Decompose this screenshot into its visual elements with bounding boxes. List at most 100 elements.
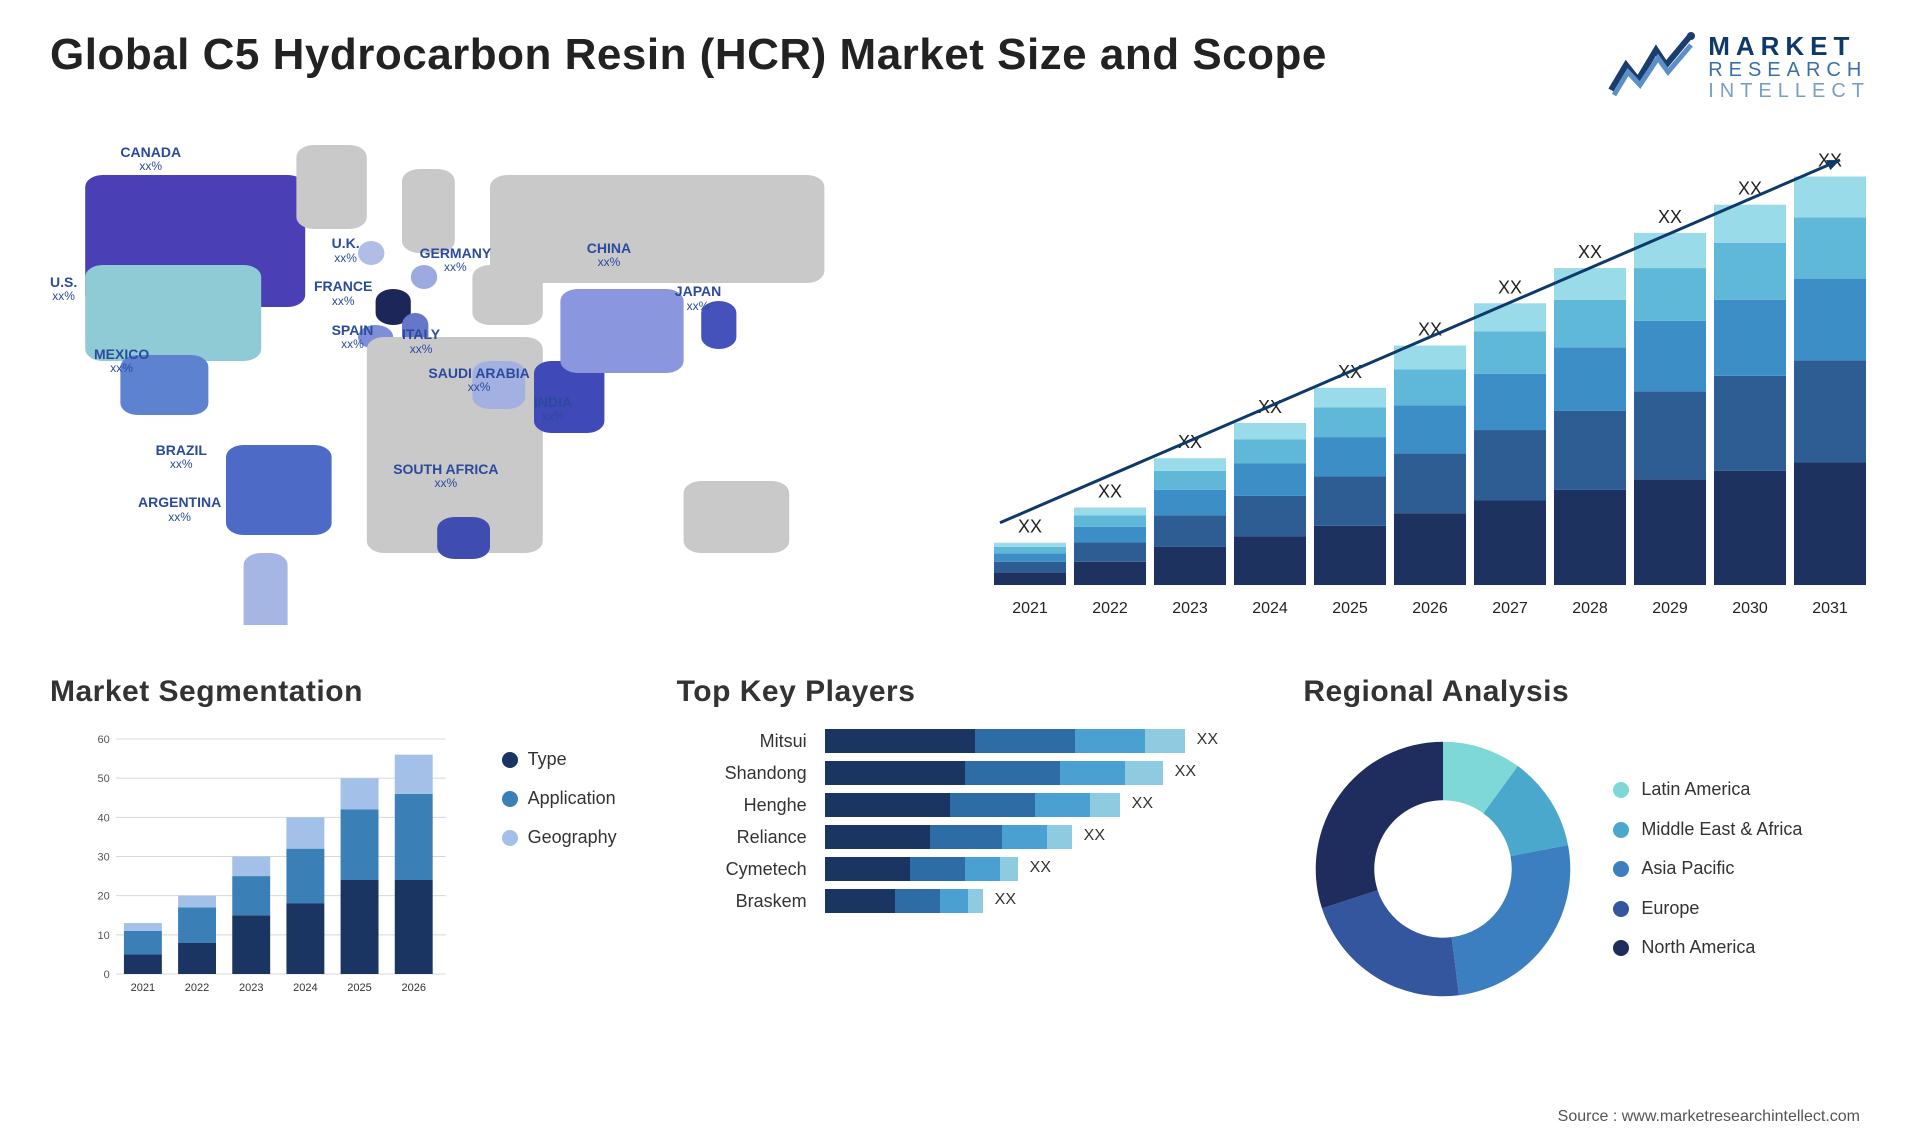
growth-bar-2028-seg-1 <box>1554 411 1626 490</box>
growth-bar-2030-seg-2 <box>1714 300 1786 376</box>
svg-text:XX: XX <box>1018 517 1042 537</box>
svg-text:2023: 2023 <box>1172 600 1208 617</box>
growth-bar-2026-seg-2 <box>1394 405 1466 453</box>
growth-bar-2030-seg-3 <box>1714 243 1786 300</box>
growth-bar-2024-seg-1 <box>1234 496 1306 536</box>
country-arg <box>244 553 288 625</box>
player-seg-2 <box>940 889 968 913</box>
map-label-spain: SPAINxx% <box>332 323 374 352</box>
map-label-india: INDIAxx% <box>534 395 572 424</box>
player-seg-2 <box>1002 825 1047 849</box>
brand-logo: MARKET RESEARCH INTELLECT <box>1606 30 1870 105</box>
country-uk <box>358 241 384 265</box>
growth-bar-2030-seg-0 <box>1714 471 1786 585</box>
player-seg-1 <box>950 793 1035 817</box>
svg-text:0: 0 <box>104 969 110 981</box>
svg-text:2022: 2022 <box>1092 600 1128 617</box>
country-russia <box>490 175 824 283</box>
donut-legend-europe: Europe <box>1613 898 1802 920</box>
growth-bar-2027-seg-3 <box>1474 331 1546 373</box>
svg-text:2031: 2031 <box>1812 600 1848 617</box>
player-seg-2 <box>1060 761 1125 785</box>
growth-bar-2025-seg-1 <box>1314 477 1386 526</box>
seg-bar-2026-type <box>395 880 433 974</box>
player-row-henghe: HengheXX <box>677 793 1244 817</box>
growth-bar-2025-seg-0 <box>1314 526 1386 585</box>
map-label-italy: ITALYxx% <box>402 327 440 356</box>
growth-bar-2029-seg-4 <box>1634 233 1706 268</box>
donut-slice-north-america <box>1316 742 1443 909</box>
growth-bar-2024-seg-4 <box>1234 423 1306 439</box>
logo-line-1: MARKET <box>1708 33 1870 60</box>
player-row-reliance: RelianceXX <box>677 825 1244 849</box>
growth-bar-2025-seg-2 <box>1314 437 1386 476</box>
country-brazil <box>226 445 332 535</box>
players-title: Top Key Players <box>677 675 1244 709</box>
growth-bar-2021-seg-1 <box>994 562 1066 573</box>
player-seg-0 <box>825 729 975 753</box>
growth-bar-2030-seg-1 <box>1714 376 1786 471</box>
growth-bar-2029-seg-1 <box>1634 391 1706 479</box>
player-value: XX <box>1175 763 1196 781</box>
svg-text:10: 10 <box>98 930 110 942</box>
growth-bar-2027-seg-4 <box>1474 303 1546 331</box>
player-bar: XX <box>825 793 1244 817</box>
player-name: Braskem <box>677 891 807 912</box>
donut-legend-middle-east-africa: Middle East & Africa <box>1613 819 1802 841</box>
seg-bar-2021-application <box>124 931 162 955</box>
regional-analysis: Regional Analysis Latin AmericaMiddle Ea… <box>1303 675 1870 1009</box>
country-southafrica <box>437 517 490 559</box>
seg-legend-application: Application <box>502 788 617 809</box>
growth-bar-2021-seg-4 <box>994 543 1066 547</box>
player-seg-3 <box>1125 761 1163 785</box>
logo-line-2: RESEARCH <box>1708 60 1870 81</box>
seg-bar-2025-application <box>341 810 379 881</box>
player-bar: XX <box>825 857 1244 881</box>
player-seg-0 <box>825 889 895 913</box>
svg-text:20: 20 <box>98 891 110 903</box>
player-seg-1 <box>965 761 1060 785</box>
svg-text:2021: 2021 <box>1012 600 1048 617</box>
svg-text:XX: XX <box>1498 277 1522 297</box>
player-value: XX <box>1084 827 1105 845</box>
player-seg-3 <box>1047 825 1072 849</box>
map-label-france: FRANCExx% <box>314 279 372 308</box>
growth-bar-2022-seg-4 <box>1074 508 1146 516</box>
country-oceania <box>684 481 790 553</box>
donut-slice-asia-pacific <box>1452 845 1571 995</box>
player-value: XX <box>1197 731 1218 749</box>
donut-legend-asia-pacific: Asia Pacific <box>1613 858 1802 880</box>
player-value: XX <box>995 891 1016 909</box>
growth-bar-2022-seg-0 <box>1074 562 1146 585</box>
map-label-u-k-: U.K.xx% <box>332 236 360 265</box>
player-seg-1 <box>910 857 965 881</box>
player-name: Shandong <box>677 763 807 784</box>
growth-bar-2028-seg-4 <box>1554 268 1626 300</box>
player-seg-0 <box>825 825 930 849</box>
player-bar: XX <box>825 889 1244 913</box>
growth-bar-2024-seg-3 <box>1234 439 1306 463</box>
svg-text:60: 60 <box>98 734 110 746</box>
svg-text:2026: 2026 <box>1412 600 1448 617</box>
seg-bar-2022-type <box>178 943 216 974</box>
player-bar: XX <box>825 761 1244 785</box>
seg-bar-2021-type <box>124 954 162 974</box>
growth-bar-2021-seg-0 <box>994 572 1066 585</box>
svg-text:2029: 2029 <box>1652 600 1688 617</box>
map-label-south-africa: SOUTH AFRICAxx% <box>393 462 498 491</box>
map-label-argentina: ARGENTINAxx% <box>138 495 221 524</box>
growth-bar-2029-seg-2 <box>1634 321 1706 391</box>
map-label-japan: JAPANxx% <box>675 284 721 313</box>
player-name: Mitsui <box>677 731 807 752</box>
growth-bar-2025-seg-3 <box>1314 408 1386 438</box>
growth-bar-2031-seg-2 <box>1794 279 1866 361</box>
player-value: XX <box>1030 859 1051 877</box>
svg-text:30: 30 <box>98 852 110 864</box>
player-seg-0 <box>825 857 910 881</box>
growth-bar-2023-seg-3 <box>1154 471 1226 490</box>
player-seg-1 <box>895 889 940 913</box>
player-seg-3 <box>1145 729 1185 753</box>
player-row-mitsui: Mitsui XX <box>677 729 1244 753</box>
donut-legend-latin-america: Latin America <box>1613 779 1802 801</box>
player-bar: XX <box>825 825 1244 849</box>
